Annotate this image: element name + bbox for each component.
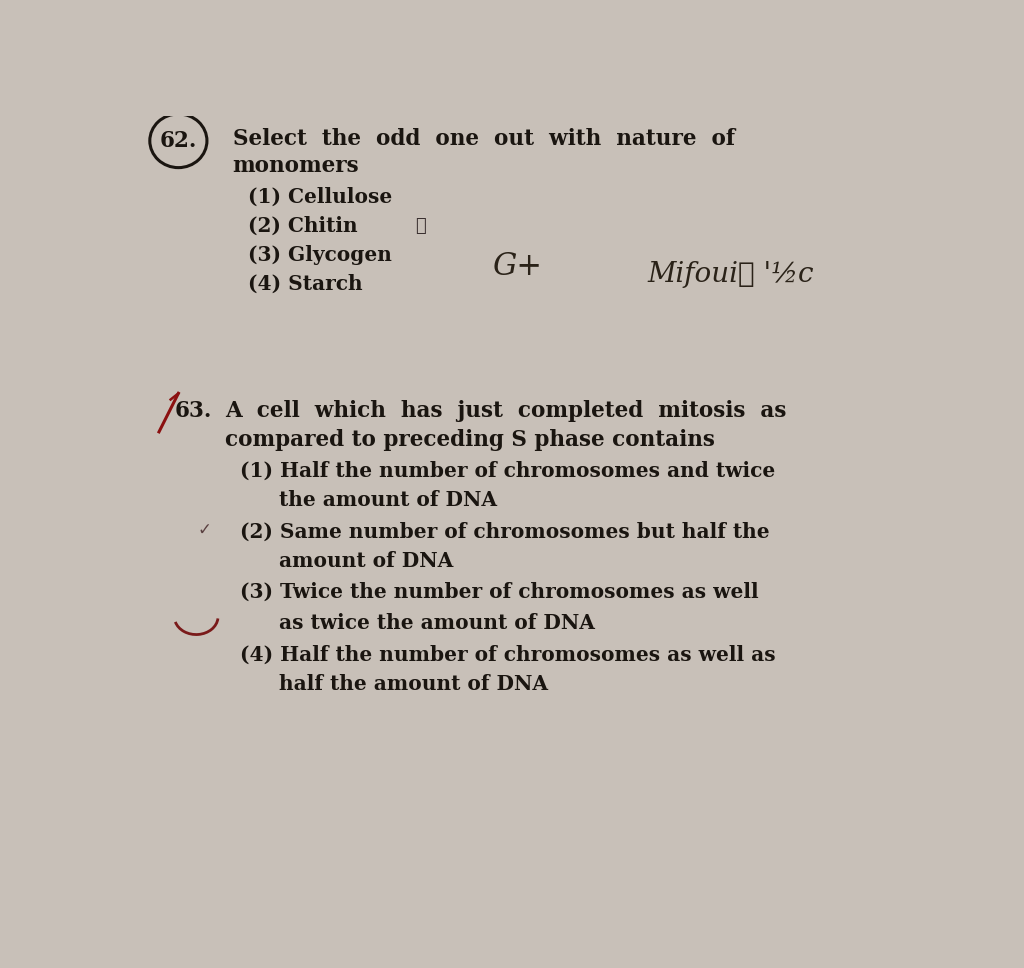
Text: amount of DNA: amount of DNA (280, 551, 454, 571)
Text: the amount of DNA: the amount of DNA (280, 490, 497, 509)
Text: (2) Chitin: (2) Chitin (248, 216, 357, 235)
Text: 63.: 63. (174, 400, 212, 422)
Text: compared to preceding S phase contains: compared to preceding S phase contains (225, 429, 715, 450)
Text: 62.: 62. (160, 130, 197, 152)
Text: (4) Half the number of chromosomes as well as: (4) Half the number of chromosomes as we… (241, 645, 776, 665)
Text: Select  the  odd  one  out  with  nature  of: Select the odd one out with nature of (232, 128, 735, 150)
Text: Mifouiⓘ '½c: Mifouiⓘ '½c (647, 260, 814, 287)
Text: (3) Twice the number of chromosomes as well: (3) Twice the number of chromosomes as w… (241, 582, 759, 602)
Text: as twice the amount of DNA: as twice the amount of DNA (280, 613, 595, 633)
Text: A  cell  which  has  just  completed  mitosis  as: A cell which has just completed mitosis … (225, 400, 786, 422)
Text: (1) Half the number of chromosomes and twice: (1) Half the number of chromosomes and t… (241, 461, 775, 480)
Text: monomers: monomers (232, 155, 359, 177)
Text: (4) Starch: (4) Starch (248, 274, 362, 294)
Text: (1) Cellulose: (1) Cellulose (248, 187, 392, 207)
Text: G+: G+ (493, 251, 542, 282)
Text: half the amount of DNA: half the amount of DNA (280, 675, 548, 694)
Text: (3) Glycogen: (3) Glycogen (248, 245, 392, 265)
Text: ✓: ✓ (415, 217, 426, 234)
Text: (2) Same number of chromosomes but half the: (2) Same number of chromosomes but half … (241, 522, 770, 542)
Text: ✓: ✓ (198, 521, 212, 539)
